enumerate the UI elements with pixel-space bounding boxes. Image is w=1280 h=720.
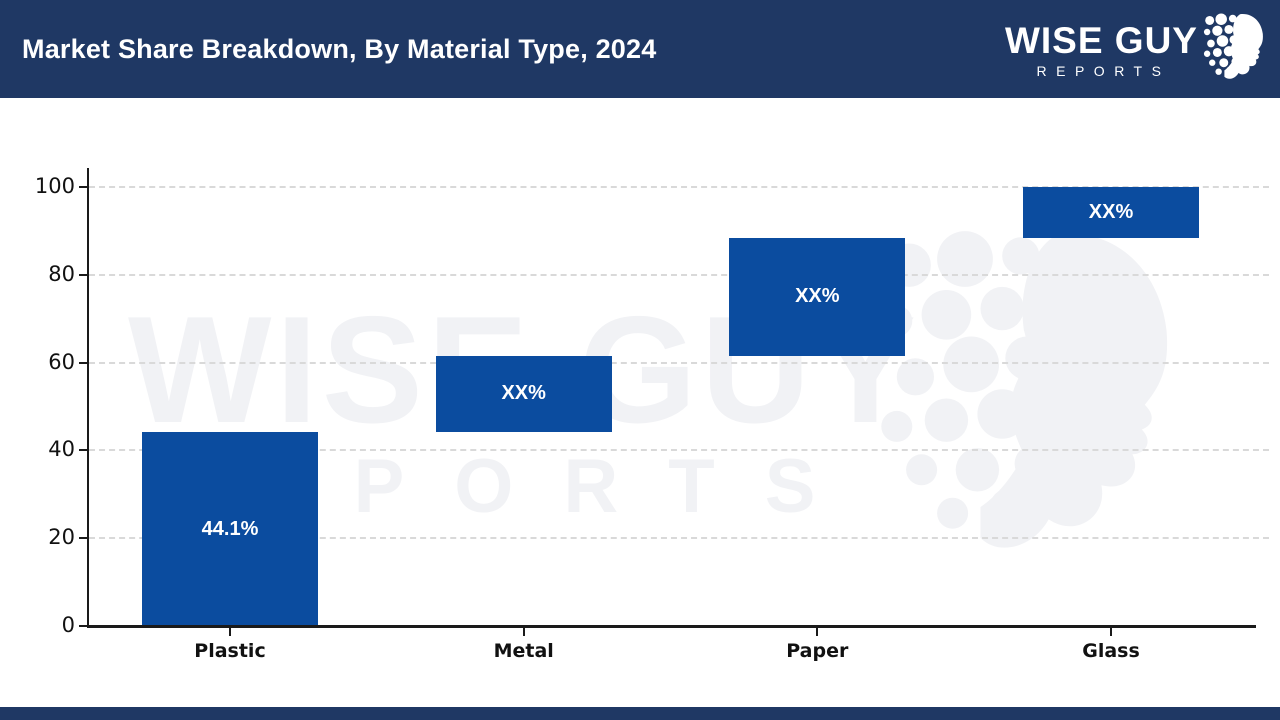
wiseguy-face-icon [1202,12,1266,88]
y-gridline [89,361,1269,364]
wiseguy-logo-line1: WISE GUY [1004,19,1198,61]
bar-label-paper: XX% [795,285,840,308]
y-tick-label: 100 [34,174,75,198]
wiseguy-logo: WISE GUY REPORTS [1005,8,1266,92]
bar-metal: XX% [435,355,612,433]
bar-glass: XX% [1023,187,1199,239]
wiseguy-logo-line2: REPORTS [1036,62,1171,79]
category-label-metal: Metal [493,640,554,662]
y-tick-label: 80 [48,261,75,286]
page-title: Market Share Breakdown, By Material Type… [22,33,657,64]
footer-bar [0,707,1280,720]
category-label-paper: Paper [786,640,849,662]
x-axis-line [87,625,1256,628]
y-tick [79,537,89,540]
y-tick [79,449,89,452]
bar-plastic: 44.1% [142,432,318,626]
x-tick [522,628,525,636]
wiseguy-logo-text: WISE GUY REPORTS [1005,22,1198,79]
y-gridline [89,186,1269,188]
watermark-face-graphic [872,226,1182,575]
category-label-plastic: Plastic [194,640,266,662]
y-tick [79,625,89,627]
bar-label-glass: XX% [1088,201,1134,224]
x-tick [229,628,231,636]
y-tick-label: 0 [61,613,75,637]
y-gridline [89,273,1269,276]
bar-paper: XX% [729,238,906,356]
y-tick [79,186,89,188]
chart-area: WISE GUY REPORTS 0 20 40 60 80 100 44.1% Plasti… [0,98,1280,707]
bar-label-plastic: 44.1% [201,517,259,540]
y-gridline [89,537,1269,540]
y-tick [79,273,89,276]
watermark-face-svg [881,231,1168,548]
y-tick-label: 20 [48,525,75,550]
y-tick [79,361,89,364]
face-icon-svg [1203,13,1263,79]
category-label-glass: Glass [1082,640,1140,662]
x-tick [1110,628,1112,636]
header-bar: Market Share Breakdown, By Material Type… [0,0,1280,98]
y-gridline [89,449,1269,452]
x-tick [816,628,819,636]
bar-label-metal: XX% [501,382,546,405]
y-axis-line [87,168,89,627]
y-tick-label: 40 [48,437,75,462]
y-tick-label: 60 [48,349,75,374]
